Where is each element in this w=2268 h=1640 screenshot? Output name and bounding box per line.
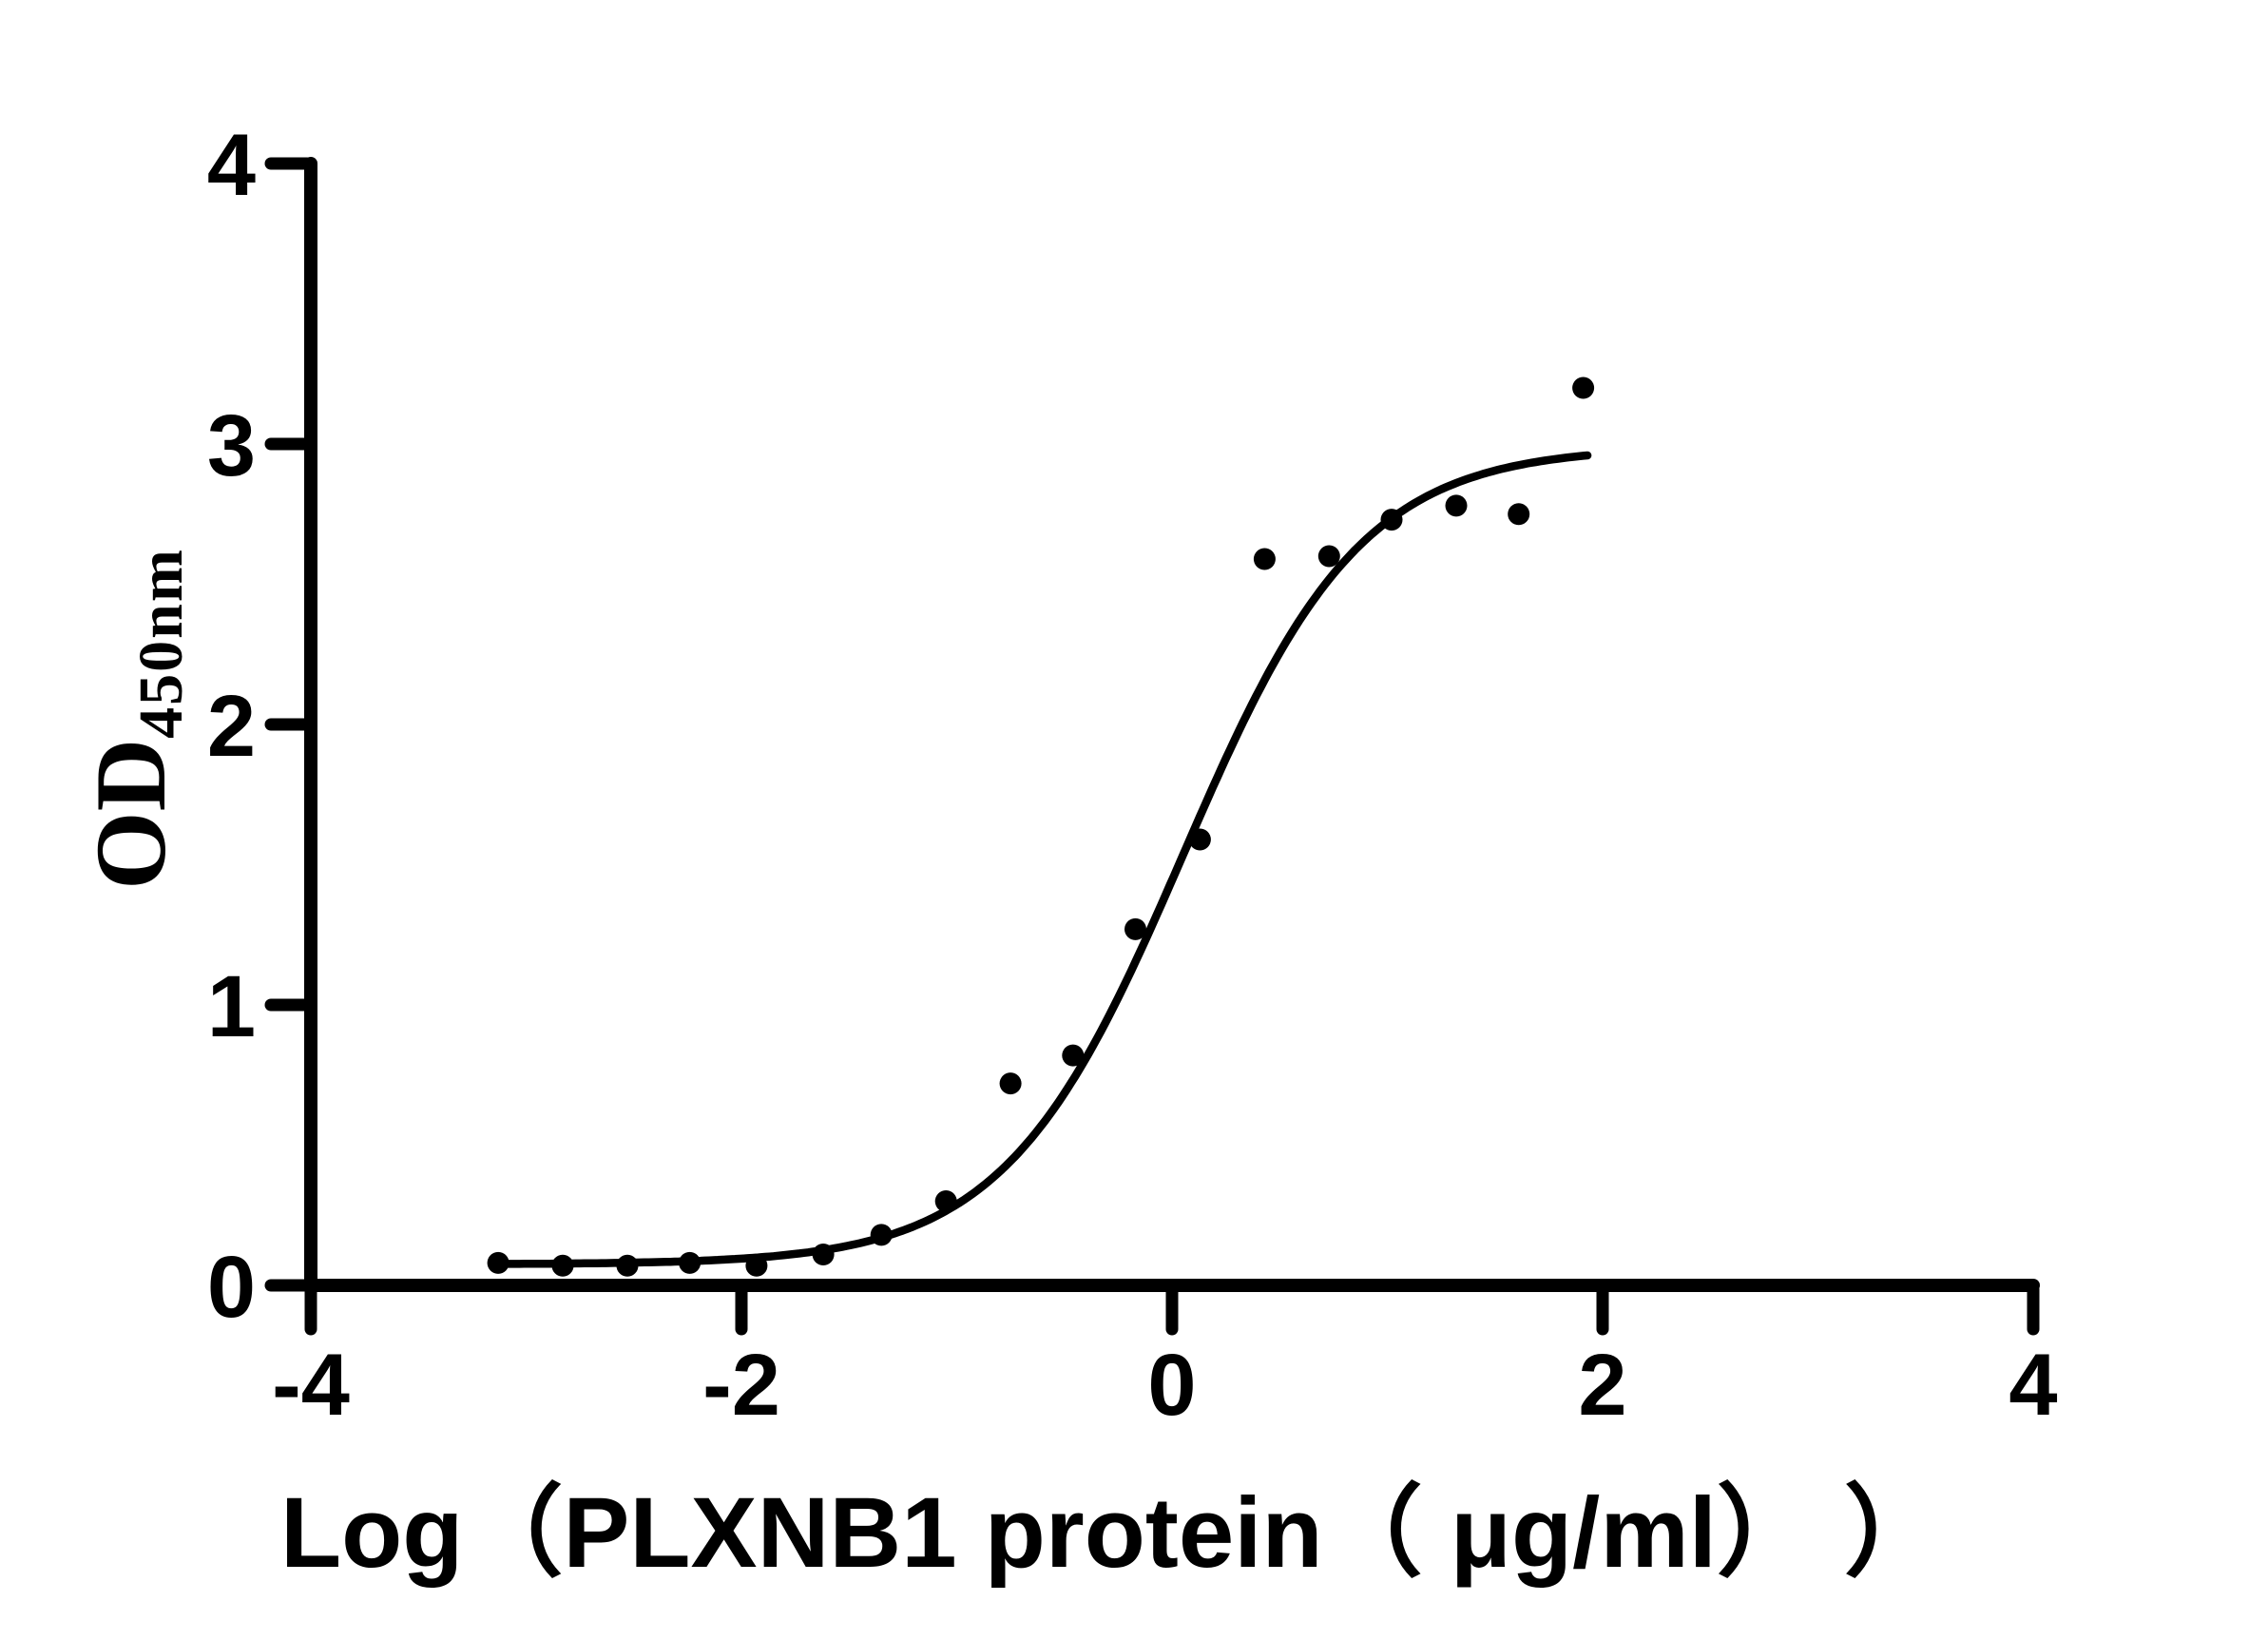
y-axis-title-subscript: 450nm <box>126 548 197 739</box>
y-axis-tick-label: 0 <box>207 1239 256 1336</box>
data-point <box>1124 917 1146 940</box>
x-axis-title-text: Log（PLXNB1 protein（ μg/ml） ） <box>279 1476 1945 1589</box>
data-point <box>1317 545 1340 568</box>
data-point <box>1062 1044 1085 1067</box>
data-point <box>616 1254 639 1277</box>
data-point <box>812 1244 835 1265</box>
data-point <box>745 1254 768 1277</box>
y-axis-tick-label: 4 <box>207 117 256 214</box>
data-point <box>1445 494 1468 517</box>
x-axis-tick-label: 4 <box>2009 1337 2057 1434</box>
data-point <box>999 1072 1022 1095</box>
x-axis-tick-label: 0 <box>1147 1337 1196 1434</box>
fit-curve <box>493 451 1592 1268</box>
data-point <box>487 1251 509 1274</box>
data-point <box>1572 376 1595 399</box>
x-axis-tick-label: -2 <box>702 1337 780 1434</box>
y-axis-tick-label: 2 <box>207 678 256 775</box>
data-point <box>1508 503 1530 526</box>
data-point <box>679 1251 702 1274</box>
data-point <box>551 1254 574 1277</box>
y-axis-tick-label: 3 <box>207 397 256 494</box>
y-axis-tick-label: 1 <box>207 958 256 1055</box>
data-point <box>1380 509 1403 531</box>
data-point <box>870 1224 893 1246</box>
data-point <box>1253 548 1276 570</box>
data-point <box>1188 828 1211 851</box>
x-axis-tick-label: 2 <box>1578 1337 1626 1434</box>
data-point <box>934 1190 957 1212</box>
y-axis-title-main: OD <box>75 738 186 890</box>
x-axis-tick-label: -4 <box>272 1337 350 1434</box>
